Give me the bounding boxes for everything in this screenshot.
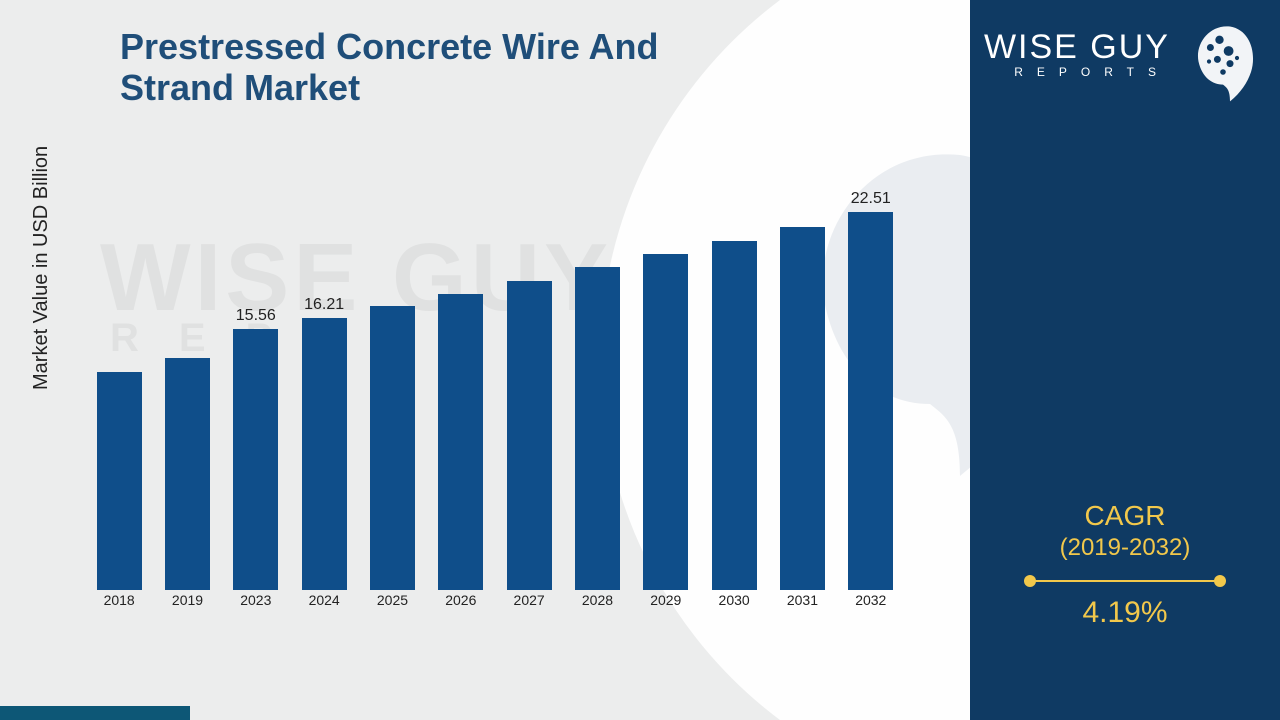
- cagr-label: CAGR: [970, 500, 1280, 532]
- y-axis-label: Market Value in USD Billion: [30, 146, 53, 390]
- bar-value-label: 16.21: [304, 296, 344, 314]
- bottom-accent-bar: [0, 706, 190, 720]
- bar-slot: [701, 241, 768, 590]
- cagr-value: 4.19%: [970, 596, 1280, 630]
- bar: [780, 227, 825, 590]
- bar-value-label: 15.56: [236, 307, 276, 325]
- bar-value-label: 22.51: [851, 190, 891, 208]
- bar: [165, 358, 210, 590]
- bar: [438, 294, 483, 590]
- brand-logo: WISE GUY REPORTS: [984, 30, 1170, 78]
- bar: [643, 254, 688, 590]
- bar-slot: 22.51: [837, 212, 904, 590]
- cagr-period: (2019-2032): [970, 534, 1280, 562]
- x-tick-label: 2024: [291, 592, 358, 608]
- x-tick-label: 2018: [86, 592, 153, 608]
- x-tick-label: 2029: [632, 592, 699, 608]
- x-axis: 2018201920232024202520262027202820292030…: [85, 592, 905, 608]
- stage: WISE GUY REPORTS Prestressed Concrete Wi…: [0, 0, 1280, 720]
- logo-main: WISE GUY: [984, 28, 1170, 66]
- bar-slot: [154, 358, 221, 590]
- x-tick-label: 2019: [154, 592, 221, 608]
- bars-container: 15.5616.2122.51: [85, 170, 905, 590]
- bar: [302, 318, 347, 590]
- bar: [233, 329, 278, 590]
- bar-slot: [564, 267, 631, 590]
- x-tick-label: 2025: [359, 592, 426, 608]
- bar-slot: 16.21: [291, 318, 358, 590]
- bar-slot: [359, 306, 426, 590]
- cagr-divider: [1030, 580, 1220, 582]
- bar: [848, 212, 893, 590]
- logo-head-icon: [1188, 20, 1258, 110]
- bar: [370, 306, 415, 590]
- bar-slot: [427, 294, 494, 590]
- bar-slot: [632, 254, 699, 590]
- bar-slot: [86, 372, 153, 590]
- page-title: Prestressed Concrete Wire And Strand Mar…: [120, 26, 740, 109]
- bar: [712, 241, 757, 590]
- bar-slot: [496, 281, 563, 590]
- chart-plot-area: 15.5616.2122.51: [85, 170, 905, 590]
- x-tick-label: 2032: [837, 592, 904, 608]
- bar: [97, 372, 142, 590]
- x-tick-label: 2031: [769, 592, 836, 608]
- logo-sub: REPORTS: [984, 66, 1170, 78]
- bar: [507, 281, 552, 590]
- x-tick-label: 2023: [222, 592, 289, 608]
- x-tick-label: 2026: [427, 592, 494, 608]
- bar-slot: [769, 227, 836, 590]
- x-tick-label: 2028: [564, 592, 631, 608]
- bar-slot: 15.56: [222, 329, 289, 590]
- bar: [575, 267, 620, 590]
- x-tick-label: 2030: [701, 592, 768, 608]
- x-tick-label: 2027: [496, 592, 563, 608]
- cagr-block: CAGR (2019-2032) 4.19%: [970, 500, 1280, 630]
